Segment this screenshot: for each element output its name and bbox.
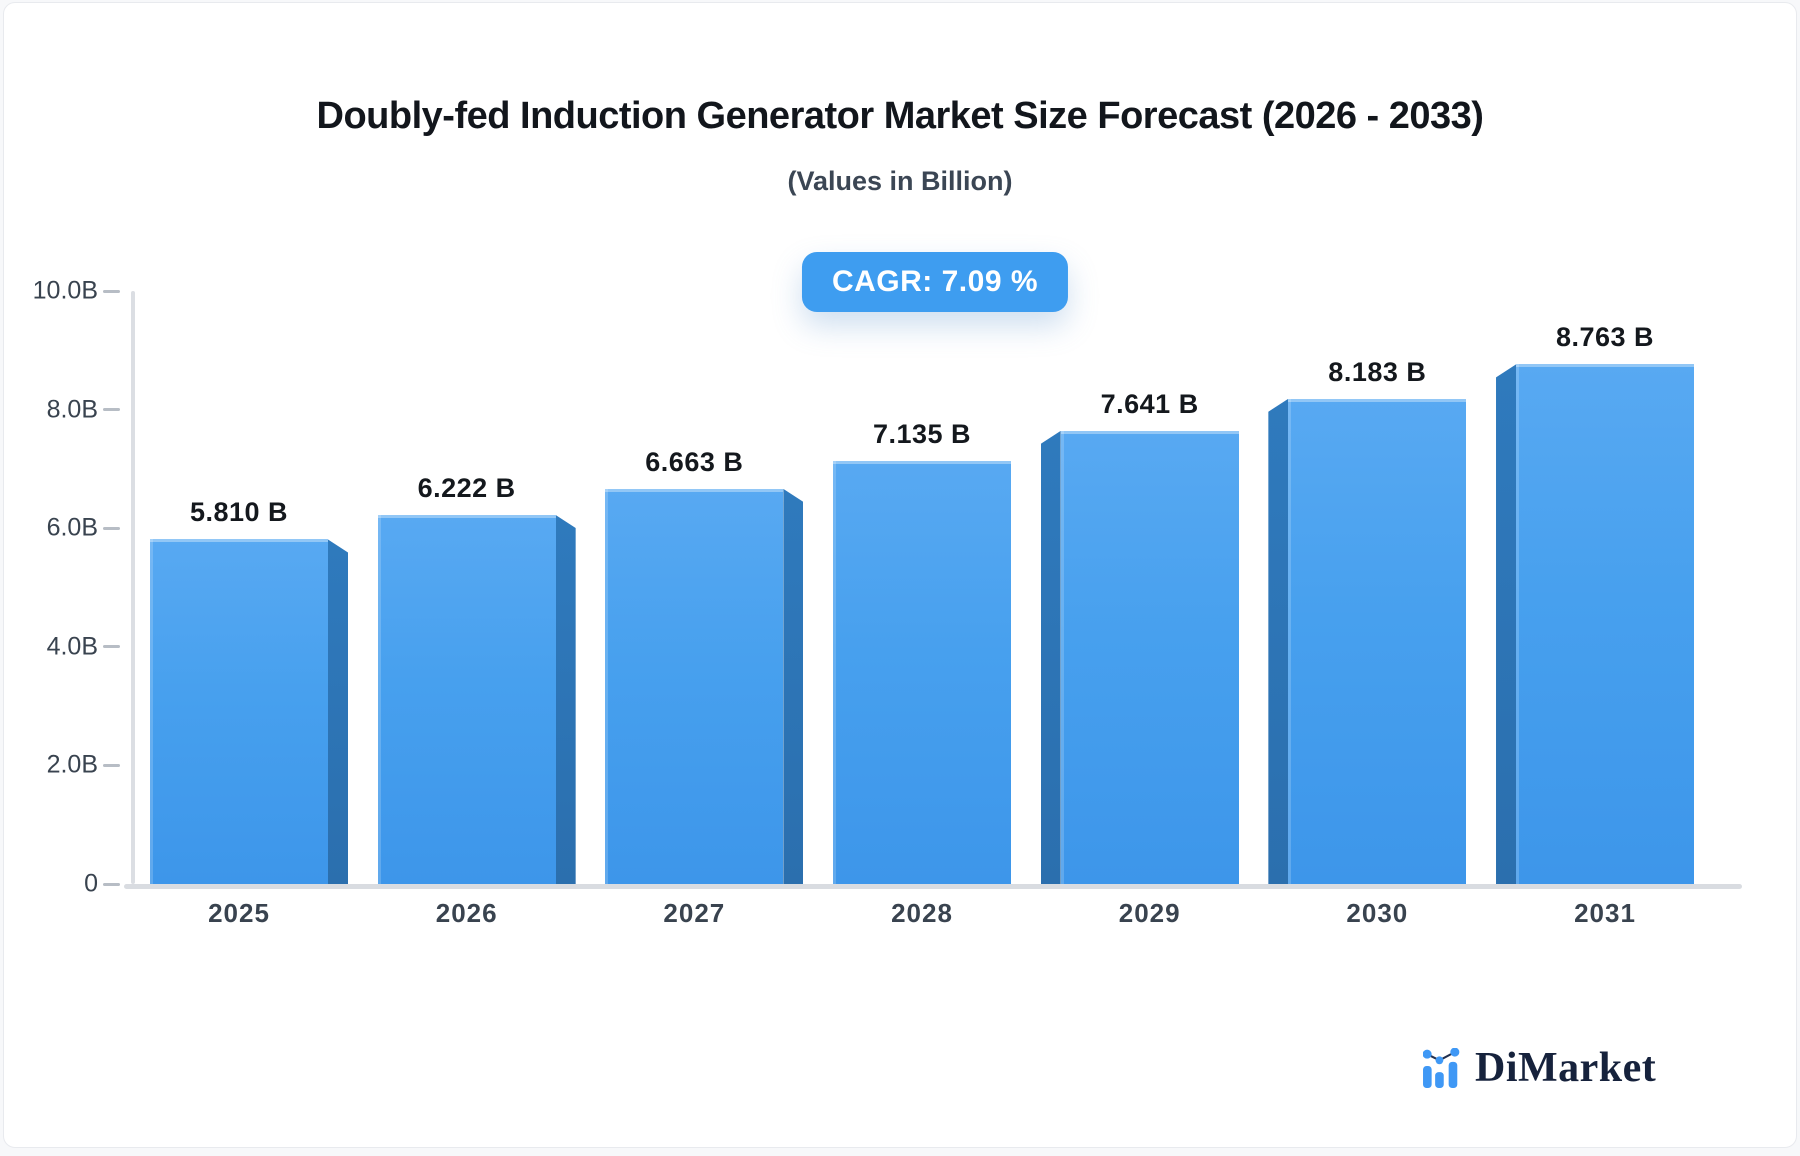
y-axis-line [131, 291, 135, 884]
bar-side-panel [555, 515, 576, 884]
x-tick-label-2029: 2029 [1118, 898, 1181, 928]
bar-side-panel [1040, 430, 1061, 884]
dimarket-logo-text: DiMarket [1475, 1045, 1657, 1091]
bar-value-label: 5.810 B [189, 497, 289, 528]
y-tick-mark [103, 408, 120, 412]
x-tick-label-2028: 2028 [891, 898, 953, 928]
bar-value-label: 8.763 B [1555, 322, 1655, 353]
page-title: Doubly-fed Induction Generator Market Si… [316, 95, 1484, 137]
dimarket-logo-icon [1423, 1048, 1460, 1088]
bar-2026[interactable] [377, 515, 556, 884]
bar-side-panel [328, 539, 348, 884]
y-tick-label: 8.0B [46, 395, 98, 424]
y-tick-label: 4.0B [46, 632, 98, 661]
dimarket-logo: DiMarket [1423, 1044, 1656, 1092]
y-tick-label: 6.0B [46, 513, 98, 542]
x-tick-label-2031: 2031 [1574, 898, 1636, 928]
bar-value-label: 7.641 B [1100, 388, 1199, 419]
bar-value-label: 6.222 B [417, 473, 516, 504]
page-subtitle: (Values in Billion) [787, 166, 1013, 196]
x-tick-label-2025: 2025 [208, 898, 270, 928]
y-tick-mark [103, 882, 120, 886]
y-tick-label: 10.0B [32, 276, 98, 305]
bar-value-label: 7.135 B [872, 418, 972, 449]
bar-2031[interactable] [1516, 364, 1695, 884]
y-tick-mark [103, 763, 120, 767]
x-tick-label-2027: 2027 [663, 898, 726, 928]
bar-2029[interactable] [1060, 430, 1239, 884]
bar-2027[interactable] [605, 488, 784, 884]
y-tick-mark [103, 289, 120, 293]
bar-side-panel [783, 488, 804, 884]
y-tick-label: 0 [84, 869, 98, 898]
y-tick-mark [103, 526, 120, 530]
y-tick-mark [103, 645, 120, 649]
y-tick-label: 2.0B [46, 750, 98, 779]
bar-value-label: 8.183 B [1328, 356, 1427, 387]
bar-2025[interactable] [150, 539, 328, 884]
x-axis-line [124, 884, 1742, 889]
x-tick-label-2026: 2026 [435, 898, 498, 928]
x-tick-label-2030: 2030 [1346, 898, 1409, 928]
bar-value-label: 6.663 B [645, 446, 744, 477]
bar-2030[interactable] [1288, 398, 1467, 884]
bar-side-panel [1496, 364, 1517, 884]
bar-side-panel [1268, 398, 1289, 884]
bar-2028[interactable] [833, 460, 1011, 884]
cagr-badge: CAGR: 7.09 % [801, 252, 1069, 312]
